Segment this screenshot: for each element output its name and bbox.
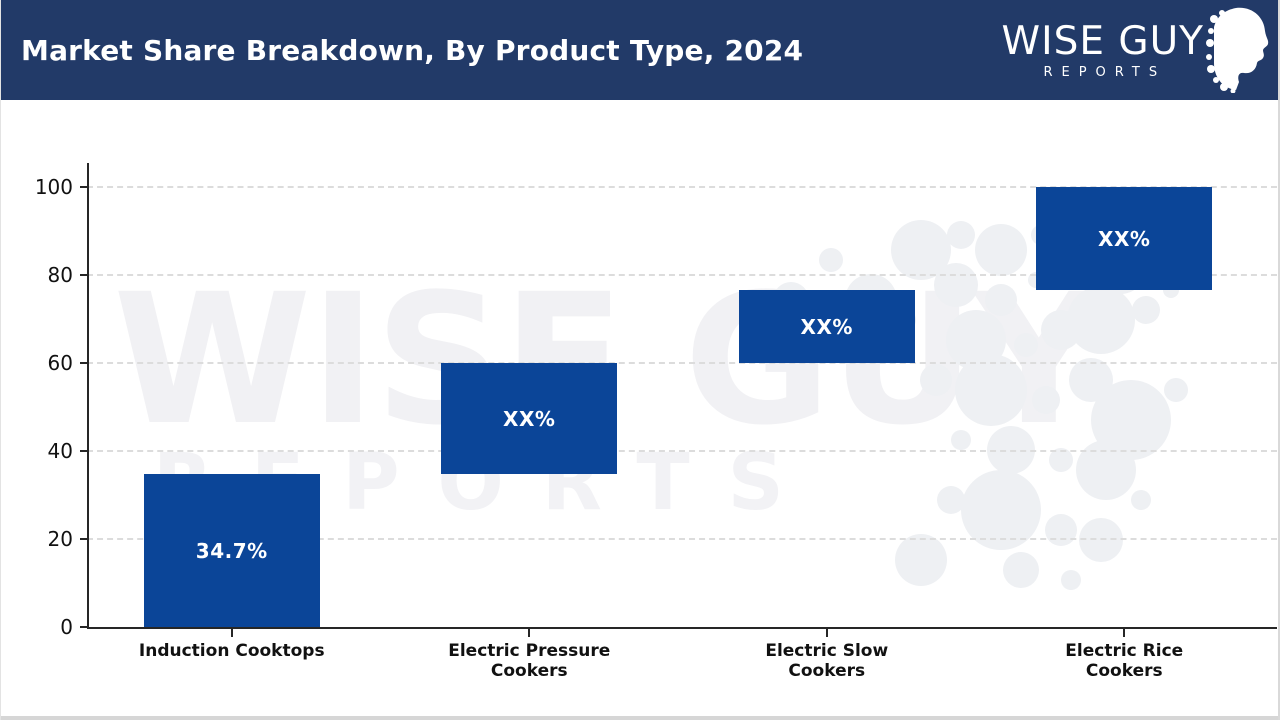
brand-logo: WISE GUY REPORTS [1002,5,1270,97]
bar: XX% [738,290,915,363]
bar-value-label: XX% [800,314,853,339]
y-tick-label: 20 [47,527,73,551]
y-tick [80,450,87,452]
bar: 34.7% [143,474,320,627]
gridline [87,274,1277,276]
x-tick [528,629,531,637]
y-tick-label: 40 [47,439,73,463]
x-category-label-line: Cookers [788,661,866,682]
y-axis [87,163,89,629]
y-tick-label: 100 [34,175,73,199]
bar-value-label: XX% [503,406,556,431]
y-tick-label: 60 [47,351,73,375]
brand-subtitle: REPORTS [1043,64,1167,80]
x-axis [87,627,1277,629]
x-category-label-line: Electric Pressure [448,641,611,661]
x-category-label: Electric Slow Cookers [707,641,947,682]
bar: XX% [1036,187,1213,291]
waterfall-chart: WISE GUY REPORTS 0 20 40 60 80 100 34.7% Induct… [1,100,1278,716]
bar-value-label: XX% [1098,226,1151,251]
page-title: Market Share Breakdown, By Product Type,… [21,33,804,67]
brand-text: WISE GUY REPORTS [1001,19,1204,80]
bar: XX% [441,363,618,475]
y-tick [80,362,87,364]
x-category-label: Electric Rice Cookers [1004,641,1244,682]
gridline [87,538,1277,540]
face-profile-icon [1206,5,1270,97]
y-tick [80,626,87,628]
bar-value-label: 34.7% [195,538,268,563]
x-category-label: Electric Pressure Cookers [409,641,649,682]
y-tick [80,186,87,188]
bottom-border [1,716,1278,720]
x-tick [825,629,828,637]
gridline [87,186,1277,188]
brand-name: WISE GUY [1001,19,1204,65]
y-tick [80,274,87,276]
gridline [87,362,1277,364]
x-category-label-line: Cookers [490,661,568,682]
x-category-label-line: Electric Rice [1065,641,1184,661]
header-bar: Market Share Breakdown, By Product Type,… [1,0,1278,100]
y-tick [80,538,87,540]
x-category-label-line: Electric Slow [765,641,889,661]
x-tick [1123,629,1126,637]
x-category-label-line: Induction Cooktops [138,641,325,661]
gridline [87,450,1277,452]
y-tick-label: 0 [60,615,73,639]
x-tick [230,629,233,637]
x-category-label: Induction Cooktops [112,641,352,661]
x-category-label-line: Cookers [1085,661,1163,682]
y-tick-label: 80 [47,263,73,287]
